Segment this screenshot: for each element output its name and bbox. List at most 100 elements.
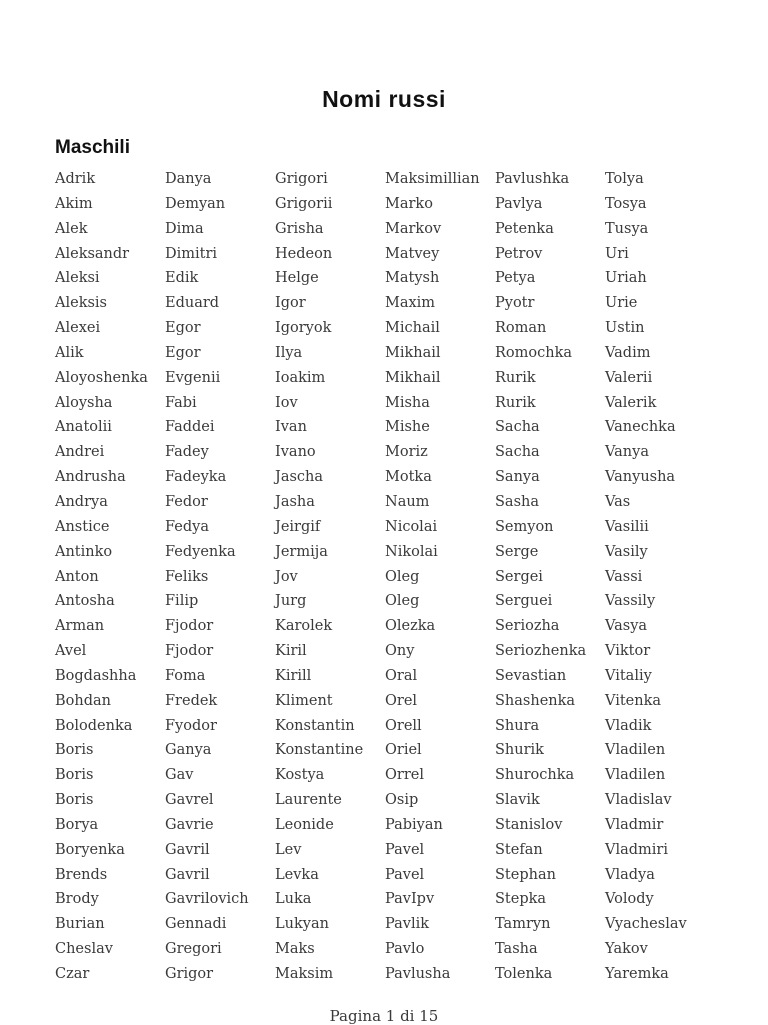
name-item: Gavril — [165, 866, 210, 883]
name-item: Igor — [275, 295, 306, 312]
name-item: Osip — [385, 792, 419, 809]
name-item: Urie — [605, 295, 638, 312]
name-item: Vadim — [605, 344, 651, 361]
name-item: Aleksi — [55, 270, 100, 287]
name-item: Pyotr — [495, 295, 535, 312]
name-item: Ilya — [275, 344, 303, 361]
name-item: Gavrie — [165, 816, 214, 833]
name-item: Stephan — [495, 866, 556, 883]
name-item: Jascha — [275, 469, 324, 486]
name-item: Dimitri — [165, 245, 218, 262]
name-item: Vladislav — [605, 792, 672, 809]
name-item: Vladilen — [605, 742, 666, 759]
name-item: Viktor — [605, 643, 651, 660]
name-item: Naum — [385, 493, 430, 510]
name-item: Jurg — [275, 593, 307, 610]
name-item: Filip — [165, 593, 199, 610]
name-item: Feliks — [165, 568, 209, 585]
name-item: Yakov — [605, 941, 648, 958]
name-item: Hedeon — [275, 245, 333, 262]
name-item: Avel — [55, 643, 87, 660]
name-item: Mishe — [385, 419, 430, 436]
name-item: Vladya — [605, 866, 655, 883]
name-item: Ganya — [165, 742, 212, 759]
name-item: Moriz — [385, 444, 428, 461]
name-item: Matvey — [385, 245, 440, 262]
name-item: Bohdan — [55, 692, 111, 709]
name-item: Evgenii — [165, 369, 221, 386]
name-item: Jov — [275, 568, 298, 585]
name-item: Boris — [55, 767, 94, 784]
names-grid: Adrik Akim Alek Aleksandr Aleksi Aleksis Alexe… — [55, 167, 715, 987]
name-item: Oriel — [385, 742, 422, 759]
name-item: PavIpv — [385, 891, 435, 908]
name-item: Stepka — [495, 891, 547, 908]
name-item: Pavlusha — [385, 966, 451, 982]
name-item: Misha — [385, 394, 430, 411]
name-item: Laurente — [275, 792, 342, 809]
name-item: Vanyusha — [605, 469, 676, 486]
name-item: Serguei — [495, 593, 553, 610]
name-item: Kiril — [275, 643, 307, 660]
name-item: Jeirgif — [275, 518, 321, 535]
name-item: Fabi — [165, 394, 197, 411]
name-item: Aloysha — [55, 394, 113, 411]
name-item: Foma — [165, 667, 206, 684]
name-item: Fadey — [165, 444, 209, 461]
name-item: Gav — [165, 767, 194, 784]
name-item: Fjodor — [165, 643, 214, 660]
name-item: Pavlo — [385, 941, 425, 958]
name-item: Vyacheslav — [605, 916, 687, 933]
name-item: Tosya — [605, 195, 647, 212]
name-item: Konstantin — [275, 717, 355, 734]
name-item: Vanya — [605, 444, 649, 461]
name-item: Orrel — [385, 767, 424, 784]
name-item: Nikolai — [385, 543, 438, 560]
name-item: Ustin — [605, 320, 645, 337]
name-item: Vassi — [605, 568, 643, 585]
name-item: Alik — [55, 344, 84, 361]
name-item: Shashenka — [495, 692, 576, 709]
name-item: Eduard — [165, 295, 220, 312]
page-number-footer: Pagina 1 di 15 — [329, 1007, 439, 1025]
section-heading-maschili: Maschili — [55, 137, 130, 158]
name-item: Mikhail — [385, 344, 441, 361]
name-item: Andrya — [55, 493, 108, 510]
name-item: Vladik — [605, 717, 652, 734]
name-item: Oral — [385, 667, 418, 684]
name-item: Maksim — [275, 966, 334, 982]
name-item: Vladmir — [605, 816, 664, 833]
name-item: Aleksandr — [55, 245, 130, 262]
name-item: Ony — [385, 643, 415, 660]
name-item: Pabiyan — [385, 816, 443, 833]
page-title: Nomi russi — [322, 86, 446, 112]
name-item: Boris — [55, 742, 94, 759]
name-item: Andrusha — [55, 469, 126, 486]
name-item: Jasha — [275, 493, 315, 510]
name-item: Luka — [275, 891, 312, 908]
name-item: Sanya — [495, 469, 540, 486]
name-item: Marko — [385, 195, 433, 212]
name-item: Karolek — [275, 618, 333, 635]
name-item: Ioakim — [275, 369, 326, 386]
name-item: Markov — [385, 220, 442, 237]
name-item: Helge — [275, 270, 319, 287]
name-item: Adrik — [55, 171, 96, 187]
name-item: Fedya — [165, 518, 209, 535]
name-item: Antinko — [55, 543, 113, 560]
name-item: Vladmiri — [605, 841, 668, 858]
name-item: Fredek — [165, 692, 218, 709]
name-item: Antosha — [55, 593, 115, 610]
name-item: Dima — [165, 220, 204, 237]
name-item: Ivano — [275, 444, 316, 461]
name-item: Grigor — [165, 966, 214, 982]
name-item: Gennadi — [165, 916, 227, 933]
name-item: Valerii — [605, 369, 653, 386]
name-item: Borya — [55, 816, 99, 833]
name-item: Grigorii — [275, 195, 333, 212]
name-item: Michail — [385, 320, 440, 337]
name-item: Aloyoshenka — [55, 369, 148, 386]
name-item: Sacha — [495, 419, 540, 436]
name-item: Danya — [165, 171, 212, 187]
name-item: Fjodor — [165, 618, 214, 635]
